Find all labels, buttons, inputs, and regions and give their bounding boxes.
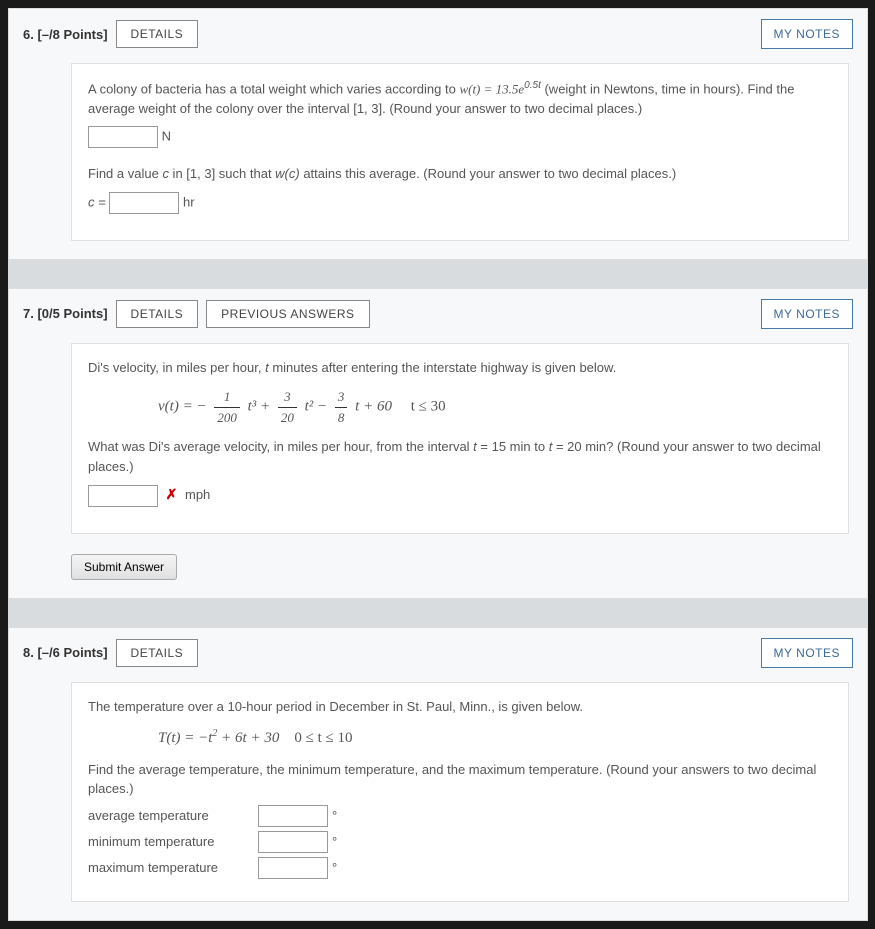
q6-wc: w(c) <box>275 166 300 181</box>
q8-min-label: minimum temperature <box>88 832 258 852</box>
q6-c-prefix: c = <box>88 194 106 209</box>
assignment-page: 6. [–/8 Points] DETAILS MY NOTES A colon… <box>8 8 868 921</box>
q6-formula-w: w(t) = 13.5e <box>459 81 524 96</box>
q8-min-temp-input[interactable] <box>258 831 328 853</box>
q7-text-1c: minutes after entering the interstate hi… <box>269 360 617 375</box>
q8-temperature-formula: T(t) = −t2 + 6t + 30 0 ≤ t ≤ 10 <box>158 726 832 750</box>
problem-7-body: Di's velocity, in miles per hour, t minu… <box>71 343 849 534</box>
problem-8-body: The temperature over a 10-hour period in… <box>71 682 849 902</box>
q6-text-2a: Find a value <box>88 166 162 181</box>
problem-6-points: 6. [–/8 Points] <box>23 27 108 42</box>
q6-unit-hr: hr <box>183 194 195 209</box>
q7-text-1a: Di's velocity, in miles per hour, <box>88 360 265 375</box>
q6-text-2c: in [1, 3] such that <box>169 166 275 181</box>
q6-text-2e: attains this average. (Round your answer… <box>300 166 676 181</box>
q6-text-1a: A colony of bacteria has a total weight … <box>88 81 459 96</box>
problem-6-body: A colony of bacteria has a total weight … <box>71 63 849 241</box>
q8-text-1: The temperature over a 10-hour period in… <box>88 697 832 717</box>
wrong-icon: ✗ <box>166 486 178 502</box>
q7-avg-velocity-input[interactable] <box>88 485 158 507</box>
details-button[interactable]: DETAILS <box>116 300 199 328</box>
q7-velocity-formula: v(t) = − 1200 t³ + 320 t² − 38 t + 60 t … <box>158 387 832 427</box>
q8-max-temp-input[interactable] <box>258 857 328 879</box>
q7-text-2a: What was Di's average velocity, in miles… <box>88 439 473 454</box>
details-button[interactable]: DETAILS <box>116 639 199 667</box>
degree-unit: ° <box>332 858 337 878</box>
degree-unit: ° <box>332 806 337 826</box>
problem-8-points: 8. [–/6 Points] <box>23 645 108 660</box>
problem-6-header: 6. [–/8 Points] DETAILS MY NOTES <box>23 19 853 49</box>
q8-max-label: maximum temperature <box>88 858 258 878</box>
problem-7: 7. [0/5 Points] DETAILS PREVIOUS ANSWERS… <box>8 288 868 599</box>
my-notes-button[interactable]: MY NOTES <box>761 299 853 329</box>
problem-7-header: 7. [0/5 Points] DETAILS PREVIOUS ANSWERS… <box>23 299 853 329</box>
problem-6: 6. [–/8 Points] DETAILS MY NOTES A colon… <box>8 8 868 260</box>
my-notes-button[interactable]: MY NOTES <box>761 638 853 668</box>
problem-7-points: 7. [0/5 Points] <box>23 306 108 321</box>
problem-8-header: 8. [–/6 Points] DETAILS MY NOTES <box>23 638 853 668</box>
degree-unit: ° <box>332 832 337 852</box>
q6-formula-exp: 0.5t <box>524 80 541 91</box>
q8-avg-temp-input[interactable] <box>258 805 328 827</box>
q6-c-value-input[interactable] <box>109 192 179 214</box>
q8-answers-table: average temperature ° minimum temperatur… <box>88 805 832 879</box>
submit-answer-button[interactable]: Submit Answer <box>71 554 177 580</box>
q8-avg-label: average temperature <box>88 806 258 826</box>
my-notes-button[interactable]: MY NOTES <box>761 19 853 49</box>
q8-text-2: Find the average temperature, the minimu… <box>88 760 832 799</box>
q6-unit-n: N <box>162 129 171 144</box>
q6-avg-weight-input[interactable] <box>88 126 158 148</box>
details-button[interactable]: DETAILS <box>116 20 199 48</box>
q7-unit-mph: mph <box>185 487 210 502</box>
previous-answers-button[interactable]: PREVIOUS ANSWERS <box>206 300 369 328</box>
problem-8: 8. [–/6 Points] DETAILS MY NOTES The tem… <box>8 627 868 921</box>
